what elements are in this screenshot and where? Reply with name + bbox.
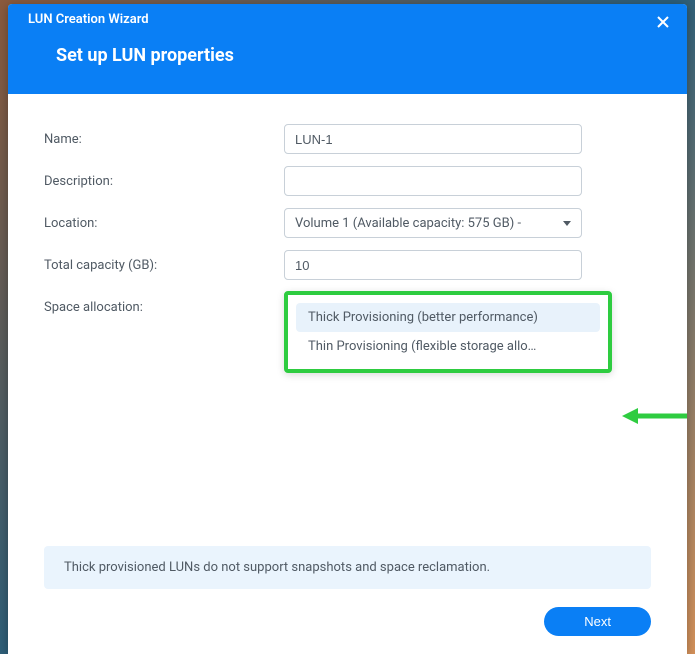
capacity-label: Total capacity (GB): <box>44 258 284 273</box>
name-label: Name: <box>44 132 284 147</box>
allocation-label: Space allocation: <box>44 300 284 315</box>
row-capacity: Total capacity (GB): <box>44 250 651 280</box>
close-icon <box>657 16 669 28</box>
footer: Next <box>8 607 687 654</box>
capacity-input[interactable] <box>284 250 582 280</box>
row-description: Description: <box>44 166 651 196</box>
chevron-down-icon <box>563 221 571 226</box>
wizard-window: LUN Creation Wizard Set up LUN propertie… <box>8 4 687 654</box>
location-value: Volume 1 (Available capacity: 575 GB) - <box>295 216 521 231</box>
location-label: Location: <box>44 216 284 231</box>
arrow-icon <box>622 406 687 426</box>
wizard-header: LUN Creation Wizard Set up LUN propertie… <box>8 4 687 94</box>
allocation-option-thick[interactable]: Thick Provisioning (better performance) <box>296 303 600 332</box>
window-title: LUN Creation Wizard <box>28 12 671 27</box>
row-name: Name: <box>44 124 651 154</box>
next-button[interactable]: Next <box>544 607 651 636</box>
info-message: Thick provisioned LUNs do not support sn… <box>64 560 490 575</box>
row-location: Location: Volume 1 (Available capacity: … <box>44 208 651 238</box>
allocation-option-thin[interactable]: Thin Provisioning (flexible storage allo… <box>296 332 600 361</box>
description-label: Description: <box>44 174 284 189</box>
location-dropdown[interactable]: Volume 1 (Available capacity: 575 GB) - <box>284 208 582 238</box>
page-heading: Set up LUN properties <box>56 45 671 66</box>
description-input[interactable] <box>284 166 582 196</box>
form-body: Name: Description: Location: Volume 1 (A… <box>8 94 687 546</box>
close-button[interactable] <box>653 12 673 32</box>
allocation-dropdown-menu: Thick Provisioning (better performance) … <box>284 291 612 373</box>
annotation-arrow <box>622 406 687 430</box>
info-panel: Thick provisioned LUNs do not support sn… <box>44 546 651 589</box>
name-input[interactable] <box>284 124 582 154</box>
